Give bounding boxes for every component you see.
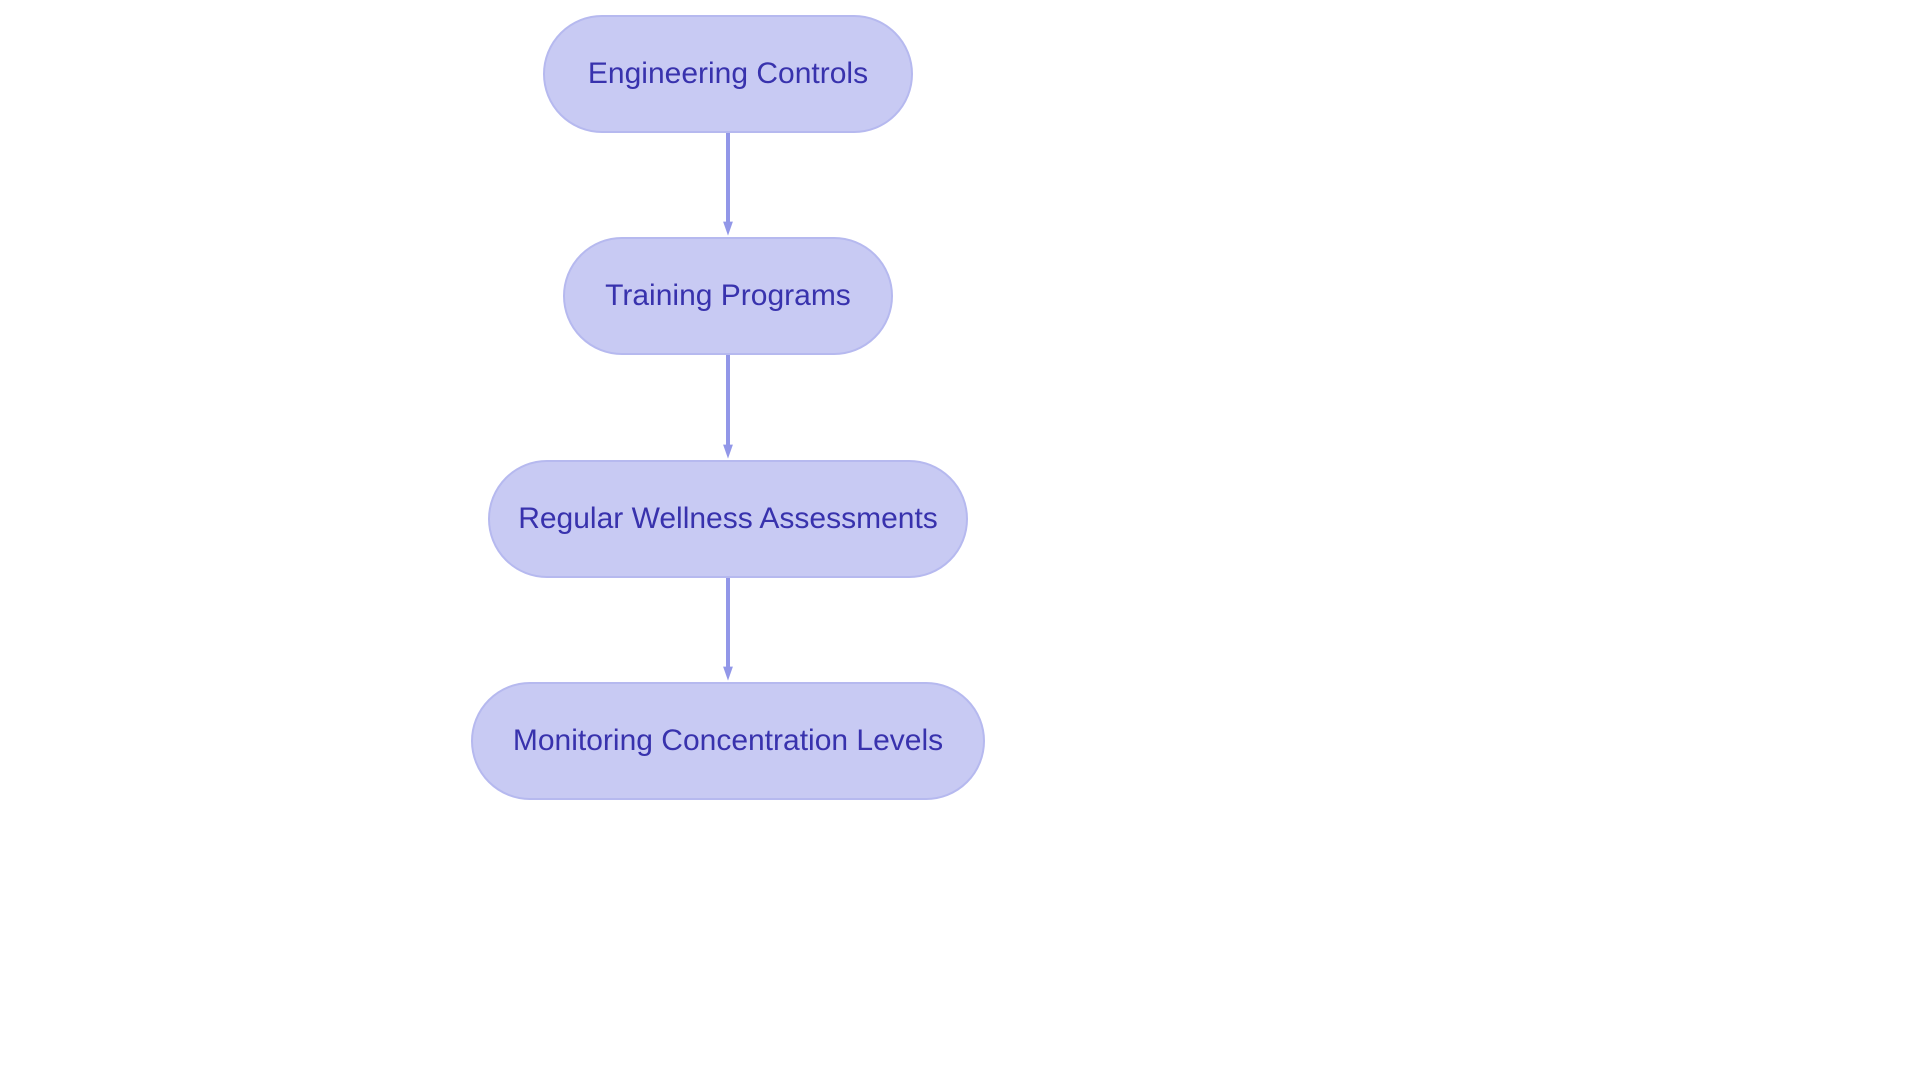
flowchart-node: Monitoring Concentration Levels xyxy=(471,682,985,800)
flowchart-canvas: Engineering Controls Training Programs Reg… xyxy=(0,0,1920,1083)
flowchart-node: Regular Wellness Assessments xyxy=(488,460,968,578)
flowchart-node-label: Regular Wellness Assessments xyxy=(518,502,938,536)
flowchart-node-label: Monitoring Concentration Levels xyxy=(513,724,943,758)
flowchart-node-label: Engineering Controls xyxy=(588,57,868,91)
flowchart-node: Training Programs xyxy=(563,237,893,355)
flowchart-node-label: Training Programs xyxy=(605,279,851,313)
flowchart-node: Engineering Controls xyxy=(543,15,913,133)
